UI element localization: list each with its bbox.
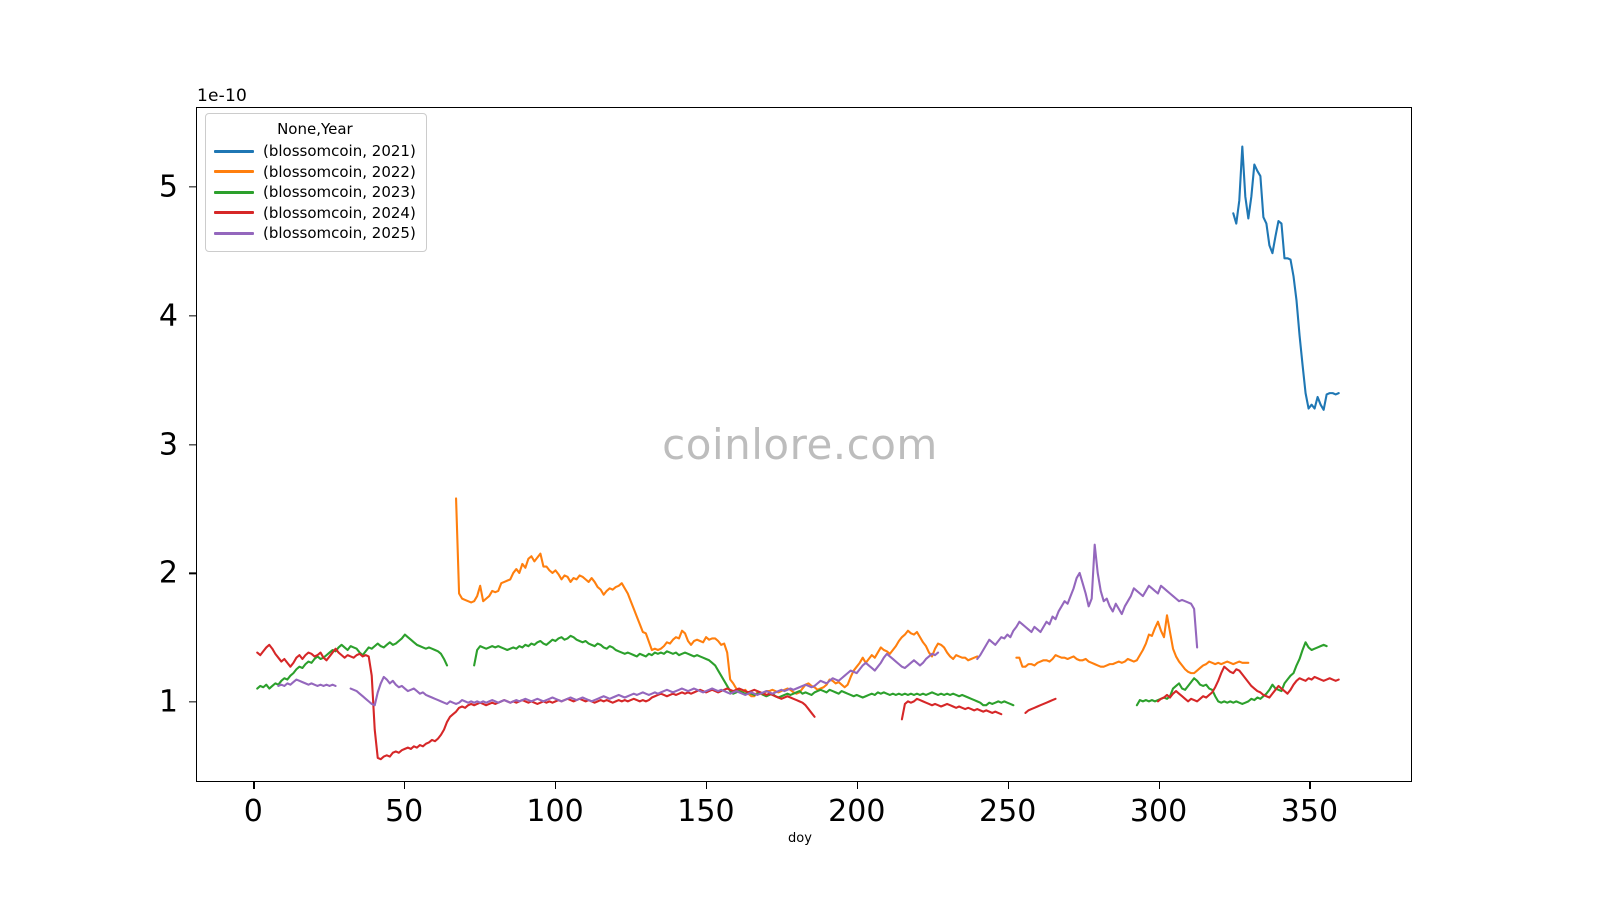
chart-legend: None,Year (blossomcoin, 2021) (blossomcoi… [205, 113, 427, 252]
legend-color-swatch [214, 190, 254, 194]
legend-item-label: (blossomcoin, 2025) [263, 224, 416, 243]
legend-title: None,Year [277, 120, 353, 138]
x-tick-mark [705, 782, 708, 789]
legend-entries: (blossomcoin, 2021) (blossomcoin, 2022) (b… [214, 141, 416, 244]
series-line [1024, 697, 1057, 714]
x-tick-mark [1007, 782, 1009, 789]
legend-color-swatch [214, 149, 254, 153]
legend-item[interactable]: (blossomcoin, 2022) [214, 162, 416, 183]
x-tick-label: 150 [677, 794, 735, 829]
series-line [455, 497, 979, 698]
legend-color-swatch [214, 231, 254, 235]
y-tick-label: 1 [158, 684, 178, 720]
x-tick-mark [856, 782, 859, 789]
legend-item-label: (blossomcoin, 2021) [263, 142, 416, 161]
legend-item[interactable]: (blossomcoin, 2023) [214, 182, 416, 203]
series-line [900, 697, 1003, 721]
series-line [349, 651, 940, 707]
legend-item-label: (blossomcoin, 2024) [263, 203, 416, 222]
plot-area [196, 107, 1412, 782]
x-tick-mark [1309, 782, 1311, 789]
y-tick-mark [189, 701, 196, 703]
y-tick-mark [189, 572, 196, 574]
series-line [277, 678, 337, 688]
series-line [976, 543, 1199, 661]
x-axis-label: doy [0, 831, 1600, 846]
y-tick-label: 2 [158, 555, 178, 591]
legend-item[interactable]: (blossomcoin, 2025) [214, 223, 416, 244]
x-tick-mark [253, 782, 255, 789]
y-tick-label: 4 [158, 298, 178, 334]
x-tick-label: 350 [1280, 794, 1339, 829]
series-canvas [256, 145, 1340, 761]
legend-color-swatch [214, 211, 254, 215]
x-tick-label: 200 [828, 794, 886, 829]
x-tick-label: 50 [385, 794, 424, 829]
y-tick-mark [189, 315, 196, 317]
x-tick-label: 0 [243, 794, 263, 829]
legend-color-swatch [214, 170, 254, 174]
series-line [1015, 614, 1250, 675]
x-axis-label-text: doy [788, 831, 812, 846]
legend-item[interactable]: (blossomcoin, 2021) [214, 141, 416, 162]
x-tick-label: 250 [979, 794, 1037, 829]
series-line [473, 634, 1015, 707]
watermark-text: coinlore.com [662, 420, 938, 469]
y-axis-offset-label: 1e-10 [197, 86, 248, 106]
y-tick-mark [189, 186, 196, 188]
series-line [256, 633, 449, 690]
y-tick-label: 5 [158, 169, 178, 205]
series-line [1156, 665, 1340, 703]
series-line [256, 643, 816, 761]
x-tick-mark [404, 782, 406, 789]
legend-item-label: (blossomcoin, 2022) [263, 162, 416, 181]
x-tick-label: 300 [1129, 794, 1188, 829]
legend-item-label: (blossomcoin, 2023) [263, 183, 416, 202]
x-tick-label: 100 [526, 794, 584, 829]
legend-item[interactable]: (blossomcoin, 2024) [214, 203, 416, 224]
x-tick-mark [1158, 782, 1160, 789]
x-tick-mark [555, 782, 557, 789]
series-line [1232, 145, 1340, 411]
